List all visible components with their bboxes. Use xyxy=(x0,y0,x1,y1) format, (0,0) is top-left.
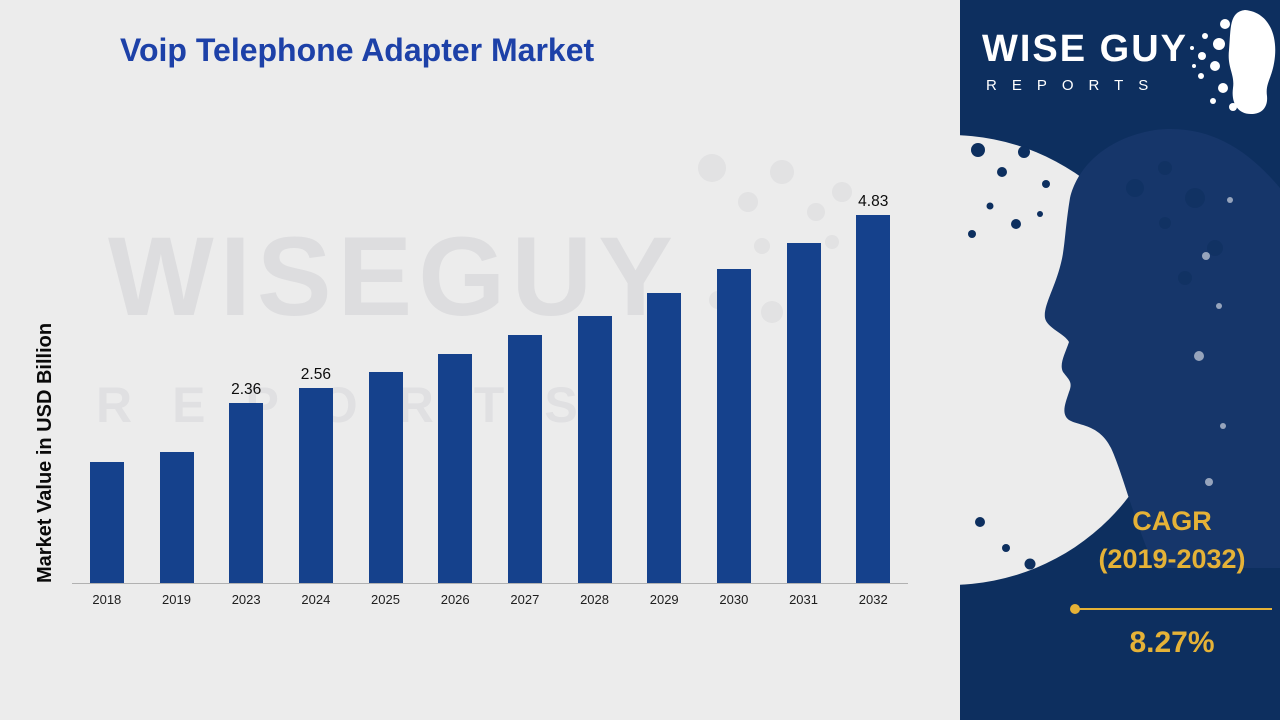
bar-2031 xyxy=(786,243,821,583)
cagr-range: (2019-2032) xyxy=(1098,544,1246,574)
cagr-label: CAGR xyxy=(1132,506,1212,536)
bar-slot-2031: 2031 xyxy=(769,150,839,607)
x-tick-label: 2023 xyxy=(231,592,261,607)
bar-2032 xyxy=(856,215,891,583)
x-tick-label: 2019 xyxy=(162,592,191,607)
cagr-divider-line xyxy=(1070,604,1272,614)
x-tick-label: 2031 xyxy=(789,592,818,607)
x-tick-label: 2028 xyxy=(580,592,609,607)
bar-2026 xyxy=(438,354,473,583)
bar-value-label: 2.56 xyxy=(300,366,331,383)
x-tick-label: 2026 xyxy=(440,592,470,607)
x-tick-label: 2025 xyxy=(371,592,400,607)
bar-2029 xyxy=(647,293,682,583)
brand-panel: WISE GUY REPORTS CAGR (2019-2032) 8.27% xyxy=(960,0,1280,720)
x-tick-label: 2030 xyxy=(719,592,749,607)
bar-2018 xyxy=(89,462,124,583)
bar-chart: 2018 2019 2.36 2023 2.56 2024 2025 2026 2027 2028… xyxy=(72,150,908,607)
logo-face-icon xyxy=(1190,10,1276,114)
cagr-block: CAGR (2019-2032) 8.27% xyxy=(1070,506,1272,660)
bar-slot-2029: 2029 xyxy=(629,150,699,607)
bar-slot-2026: 2026 xyxy=(420,150,490,607)
x-tick-label: 2024 xyxy=(301,592,331,607)
bar-2027 xyxy=(507,335,542,583)
x-tick-label: 2029 xyxy=(649,592,679,607)
bar-slot-2032: 4.83 2032 xyxy=(838,150,908,607)
bar-2019 xyxy=(159,452,194,583)
face-profile-illustration xyxy=(1044,129,1280,568)
bar-2028 xyxy=(577,316,612,583)
bar-value-label: 2.36 xyxy=(231,381,262,398)
logo-reports-text: REPORTS xyxy=(986,77,1164,94)
x-tick-label: 2027 xyxy=(510,592,540,607)
x-tick-label: 2032 xyxy=(858,592,888,607)
bar-slot-2025: 2025 xyxy=(351,150,421,607)
bar-2023 xyxy=(229,403,264,583)
cagr-line-dot xyxy=(1070,604,1080,614)
bar-slot-2030: 2030 xyxy=(699,150,769,607)
bar-2025 xyxy=(368,372,403,583)
bar-slot-2018: 2018 xyxy=(72,150,142,607)
wiseguy-logo: WISE GUY REPORTS xyxy=(982,28,1188,94)
bar-slot-2024: 2.56 2024 xyxy=(281,150,351,607)
bar-slot-2023: 2.36 2023 xyxy=(211,150,281,607)
bar-2024 xyxy=(298,388,333,583)
bar-slot-2027: 2027 xyxy=(490,150,560,607)
x-tick-label: 2018 xyxy=(92,592,122,607)
bar-2030 xyxy=(716,269,751,583)
watermark-reports-text: REPORTS xyxy=(96,377,618,433)
bar-value-label: 4.83 xyxy=(858,193,889,210)
chart-title: Voip Telephone Adapter Market xyxy=(120,32,595,68)
cagr-value: 8.27% xyxy=(1129,626,1215,659)
y-axis-label: Market Value in USD Billion xyxy=(34,322,56,583)
bar-slot-2019: 2019 xyxy=(142,150,212,607)
bar-slot-2028: 2028 xyxy=(560,150,630,607)
logo-wordmark: WISE GUY xyxy=(982,28,1189,70)
